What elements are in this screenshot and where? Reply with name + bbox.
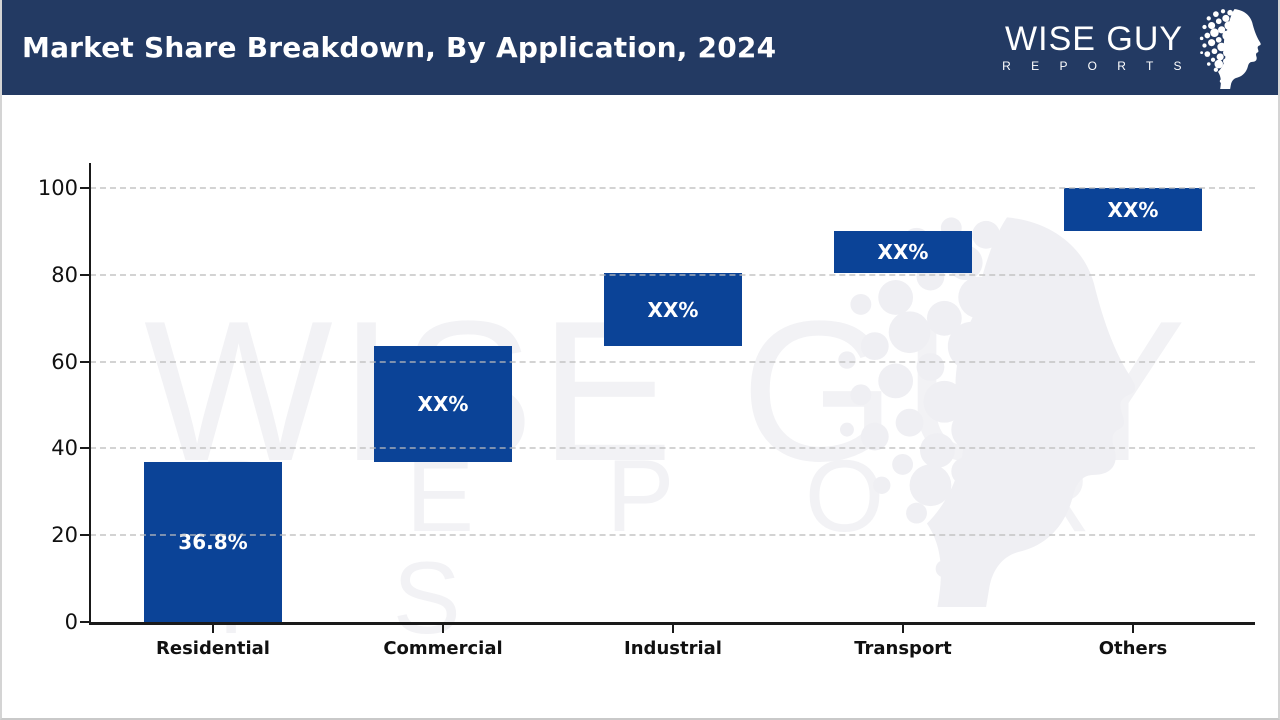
bar-value-label: XX% (1107, 197, 1159, 222)
bar-industrial: XX% (604, 273, 742, 347)
waterfall-chart: WISE GUY R E P O R T S 0 20 40 60 80 100 36.8%… (2, 95, 1278, 718)
category-label-industrial: Industrial (624, 638, 722, 659)
x-axis-tick (442, 625, 444, 633)
x-axis-tick (672, 625, 674, 633)
gridline-60 (90, 360, 1255, 363)
bar-value-label: 36.8% (178, 530, 248, 555)
page-title: Market Share Breakdown, By Application, … (22, 31, 777, 64)
y-axis-tick (80, 534, 90, 537)
y-axis-tick (80, 273, 90, 276)
wise-guy-reports-logo: WISE GUY R E P O R T S (998, 7, 1280, 89)
header-bar: Market Share Breakdown, By Application, … (2, 0, 1280, 95)
bar-value-label: XX% (877, 240, 929, 265)
gridline-40 (90, 447, 1255, 450)
y-axis-tick (80, 447, 90, 450)
logo-wordmark: WISE GUY (1005, 20, 1184, 58)
y-axis-tick-label: 80 (51, 262, 78, 287)
y-axis-tick-label: 20 (51, 523, 78, 548)
y-axis-tick-label: 100 (37, 176, 78, 200)
bar-commercial: XX% (374, 346, 512, 463)
x-axis-tick (902, 625, 904, 633)
bar-residential: 36.8% (144, 462, 282, 622)
y-axis-tick-label: 40 (51, 436, 78, 461)
category-label-residential: Residential (156, 638, 270, 659)
x-axis-tick (212, 625, 214, 633)
bar-value-label: XX% (647, 297, 699, 322)
y-axis-tick (80, 187, 90, 189)
gridline-100 (90, 187, 1255, 189)
bar-transport: XX% (834, 231, 972, 274)
y-axis-line (89, 163, 91, 625)
x-axis-tick (1132, 625, 1134, 633)
bar-value-label: XX% (417, 392, 469, 417)
x-axis-line (89, 622, 1255, 625)
head-profile-icon (1196, 7, 1270, 89)
y-axis-tick (80, 360, 90, 363)
category-label-commercial: Commercial (383, 638, 503, 659)
gridline-80 (90, 273, 1255, 276)
gridline-20 (90, 534, 1255, 537)
logo-subtitle: R E P O R T S (1002, 59, 1190, 73)
bar-others: XX% (1064, 188, 1202, 232)
y-axis-tick-label: 0 (64, 610, 78, 634)
category-label-transport: Transport (854, 638, 952, 659)
category-label-others: Others (1098, 638, 1168, 659)
y-axis-tick (80, 621, 90, 623)
y-axis-tick-label: 60 (51, 349, 78, 374)
